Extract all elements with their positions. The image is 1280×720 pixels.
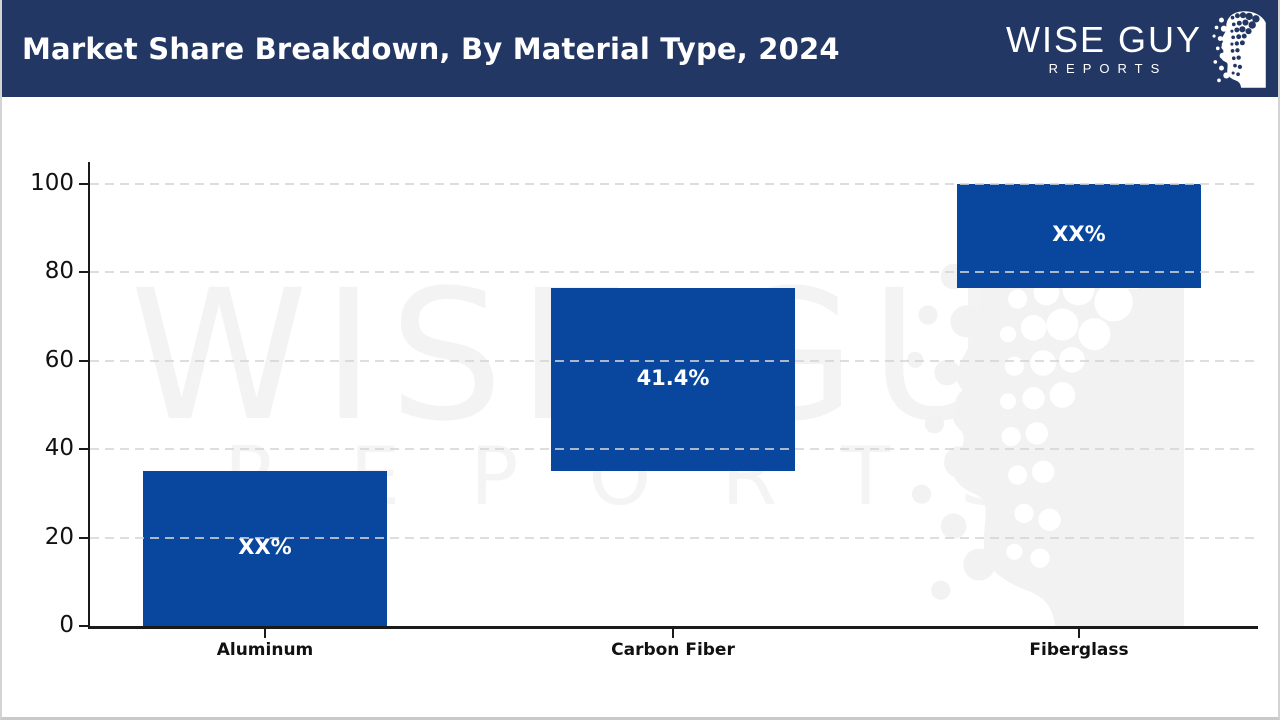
y-tick-label: 40 [44, 435, 74, 461]
bar-value-label-carbon-fiber: 41.4% [636, 365, 710, 390]
x-tick-mark-aluminum [264, 629, 266, 638]
bar-value-label-fiberglass: XX% [1052, 221, 1106, 246]
x-axis-label-carbon-fiber: Carbon Fiber [611, 640, 735, 660]
y-tick-label: 60 [44, 346, 74, 373]
x-tick-mark-carbon-fiber [672, 629, 674, 638]
y-tick-mark [79, 359, 88, 362]
y-tick-label: 100 [30, 169, 74, 196]
y-tick-mark [79, 448, 88, 450]
y-axis-line [88, 162, 90, 629]
header-bar: Market Share Breakdown, By Material Type… [2, 0, 1278, 97]
wiseguy-logo-text: WISE GUY REPORTS [1005, 18, 1202, 76]
x-axis-label-fiberglass: Fiberglass [1029, 640, 1129, 660]
gridline-20 [90, 536, 1256, 539]
gridline-100 [90, 182, 1256, 185]
x-axis-line [88, 626, 1258, 629]
y-tick-mark [79, 625, 88, 627]
wiseguy-face-icon [1212, 10, 1266, 88]
page-title: Market Share Breakdown, By Material Type… [22, 31, 840, 66]
x-axis-label-aluminum: Aluminum [216, 640, 314, 660]
gridline-40 [90, 448, 1256, 450]
y-tick-label: 20 [44, 523, 74, 550]
logo-subtitle: REPORTS [1048, 60, 1168, 76]
bar-carbon-fiber [551, 287, 795, 472]
gridline-80 [90, 271, 1256, 273]
y-tick-mark [79, 536, 88, 539]
y-tick-mark [79, 271, 88, 273]
gridline-60 [90, 359, 1256, 362]
wiseguy-logo: WISE GUY REPORTS [1006, 9, 1278, 89]
y-tick-label: 80 [44, 258, 74, 284]
logo-wordmark: WISE GUY [1005, 18, 1202, 60]
y-tick-mark [79, 182, 88, 185]
x-tick-mark-fiberglass [1078, 629, 1080, 638]
bar-fiberglass [957, 183, 1201, 288]
bar-aluminum [143, 471, 387, 626]
bar-value-label-aluminum: XX% [238, 534, 292, 559]
y-tick-label: 0 [59, 612, 74, 638]
